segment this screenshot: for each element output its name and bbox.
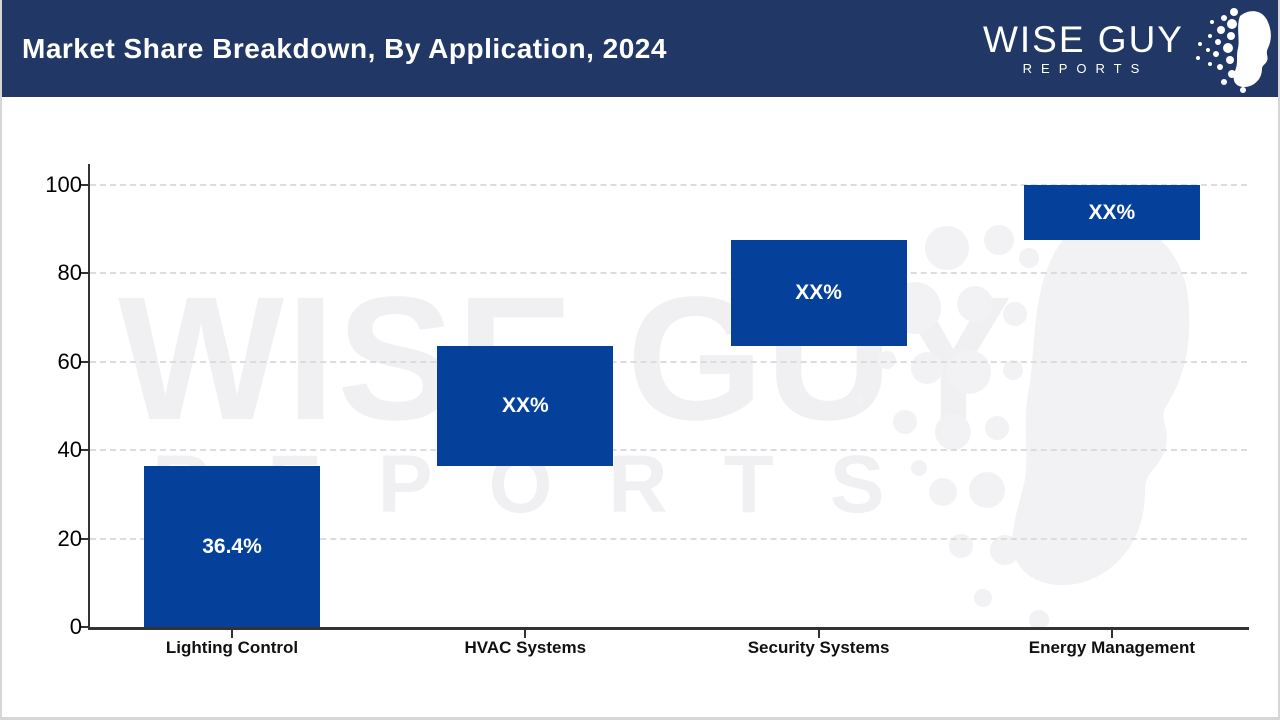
x-tick: [231, 630, 233, 638]
logo-text: WISE GUY REPORTS: [983, 21, 1184, 76]
category-label: HVAC Systems: [464, 638, 587, 657]
y-tick: [81, 184, 89, 186]
gridline: [90, 184, 1247, 186]
logo-subtitle: REPORTS: [1022, 61, 1149, 76]
logo-wordmark: WISE GUY: [982, 19, 1184, 60]
logo-face-icon: [1196, 7, 1271, 93]
gridline: [90, 360, 1247, 363]
gridline: [90, 449, 1247, 452]
y-tick-label: 100: [45, 172, 82, 197]
gridline: [90, 272, 1247, 275]
x-axis-line: [88, 627, 1249, 630]
gridline: [90, 537, 1247, 540]
y-axis-line: [88, 164, 90, 629]
category-label: Energy Management: [1028, 638, 1196, 657]
bar-segment: 36.4%: [144, 466, 320, 627]
bar-value-label: XX%: [795, 281, 842, 305]
bar-segment: XX%: [730, 240, 907, 347]
y-tick-label: 60: [57, 348, 82, 374]
bar-segment: XX%: [437, 346, 614, 467]
y-tick-label: 20: [57, 525, 82, 551]
category-label: Lighting Control: [165, 638, 299, 657]
y-tick: [81, 626, 89, 628]
wise-guy-reports-logo: WISE GUY REPORTS: [983, 4, 1278, 94]
x-tick: [524, 630, 527, 638]
y-tick: [81, 360, 89, 363]
bar-value-label: 36.4%: [202, 534, 262, 558]
page-title: Market Share Breakdown, By Application, …: [22, 32, 667, 64]
y-tick-label: 40: [57, 437, 82, 463]
bar-value-label: XX%: [1088, 200, 1136, 224]
category-label: Security Systems: [747, 638, 890, 657]
bar-value-label: XX%: [501, 394, 549, 418]
x-tick: [1110, 630, 1113, 638]
y-tick: [81, 272, 89, 275]
header-bar: Market Share Breakdown, By Application, …: [2, 0, 1278, 97]
y-tick-label: 0: [69, 614, 82, 639]
y-tick-label: 80: [57, 260, 82, 286]
y-tick: [81, 537, 89, 540]
x-tick: [817, 630, 820, 638]
y-tick: [81, 449, 89, 452]
bar-segment: XX%: [1023, 185, 1200, 241]
